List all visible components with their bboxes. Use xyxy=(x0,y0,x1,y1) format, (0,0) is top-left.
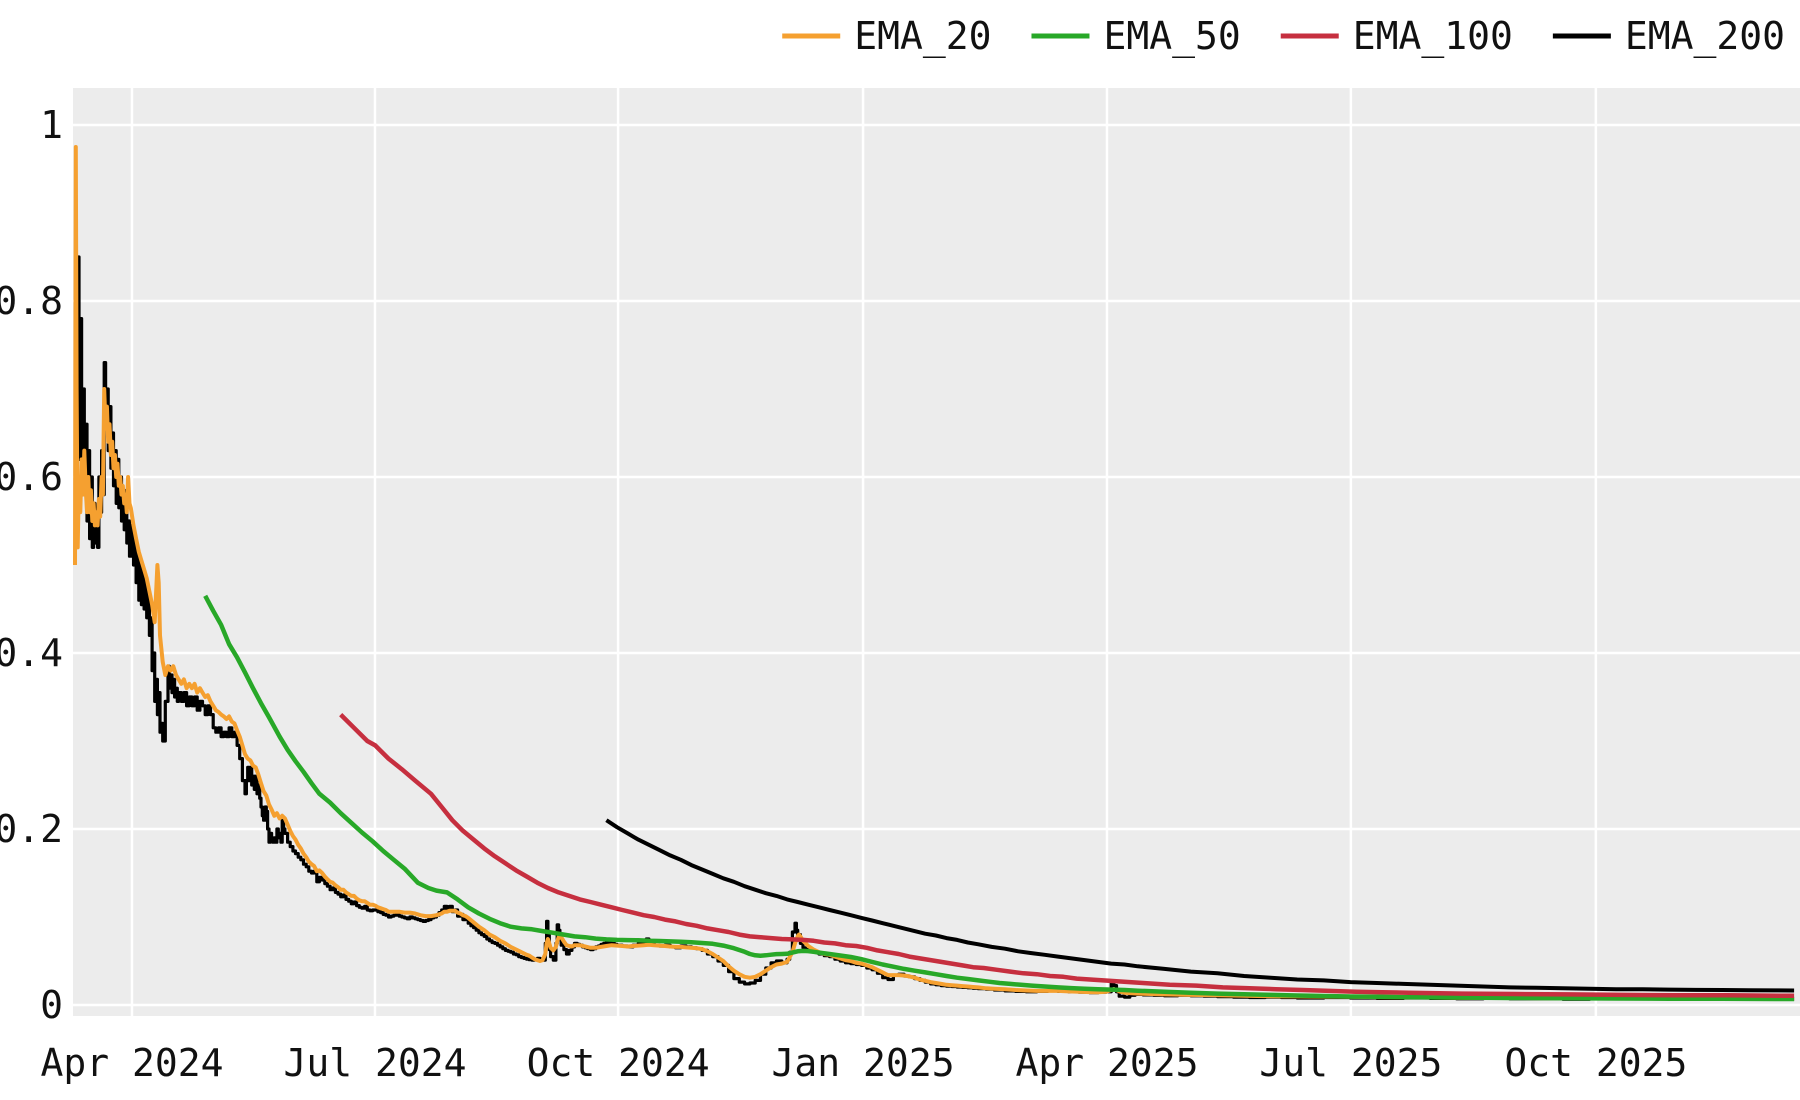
legend-label-ema_100: EMA_100 xyxy=(1353,14,1513,59)
series-ema_20 xyxy=(73,145,1795,1001)
series-ema_100 xyxy=(339,713,1795,999)
y-tick-label: 1 xyxy=(40,103,63,147)
y-tick-label: 0.8 xyxy=(0,279,63,323)
legend-item-ema_50: EMA_50 xyxy=(1031,14,1241,59)
y-tick-label: 0.6 xyxy=(0,455,63,499)
legend-label-ema_50: EMA_50 xyxy=(1103,14,1240,59)
x-tick-label: Jan 2025 xyxy=(772,1041,955,1085)
x-tick-label: Oct 2024 xyxy=(527,1041,710,1085)
x-tick-label: Oct 2025 xyxy=(1504,1041,1687,1085)
legend-item-ema_100: EMA_100 xyxy=(1280,14,1513,59)
series-ema_200 xyxy=(605,818,1795,993)
legend: EMA_20 EMA_50 EMA_100 EMA_200 xyxy=(782,14,1785,59)
legend-label-ema_20: EMA_20 xyxy=(854,14,991,59)
series-ema_50 xyxy=(203,594,1795,1002)
x-tick-label: Apr 2024 xyxy=(40,1041,223,1085)
legend-label-ema_200: EMA_200 xyxy=(1625,14,1785,59)
x-tick-label: Apr 2025 xyxy=(1015,1041,1198,1085)
y-tick-label: 0.2 xyxy=(0,807,63,851)
legend-item-ema_20: EMA_20 xyxy=(782,14,992,59)
legend-item-ema_200: EMA_200 xyxy=(1552,14,1785,59)
x-tick-label: Jul 2025 xyxy=(1259,1041,1442,1085)
plot-area xyxy=(73,88,1800,1016)
y-tick-label: 0 xyxy=(40,983,63,1027)
y-tick-label: 0.4 xyxy=(0,631,63,675)
x-tick-label: Jul 2024 xyxy=(283,1041,466,1085)
